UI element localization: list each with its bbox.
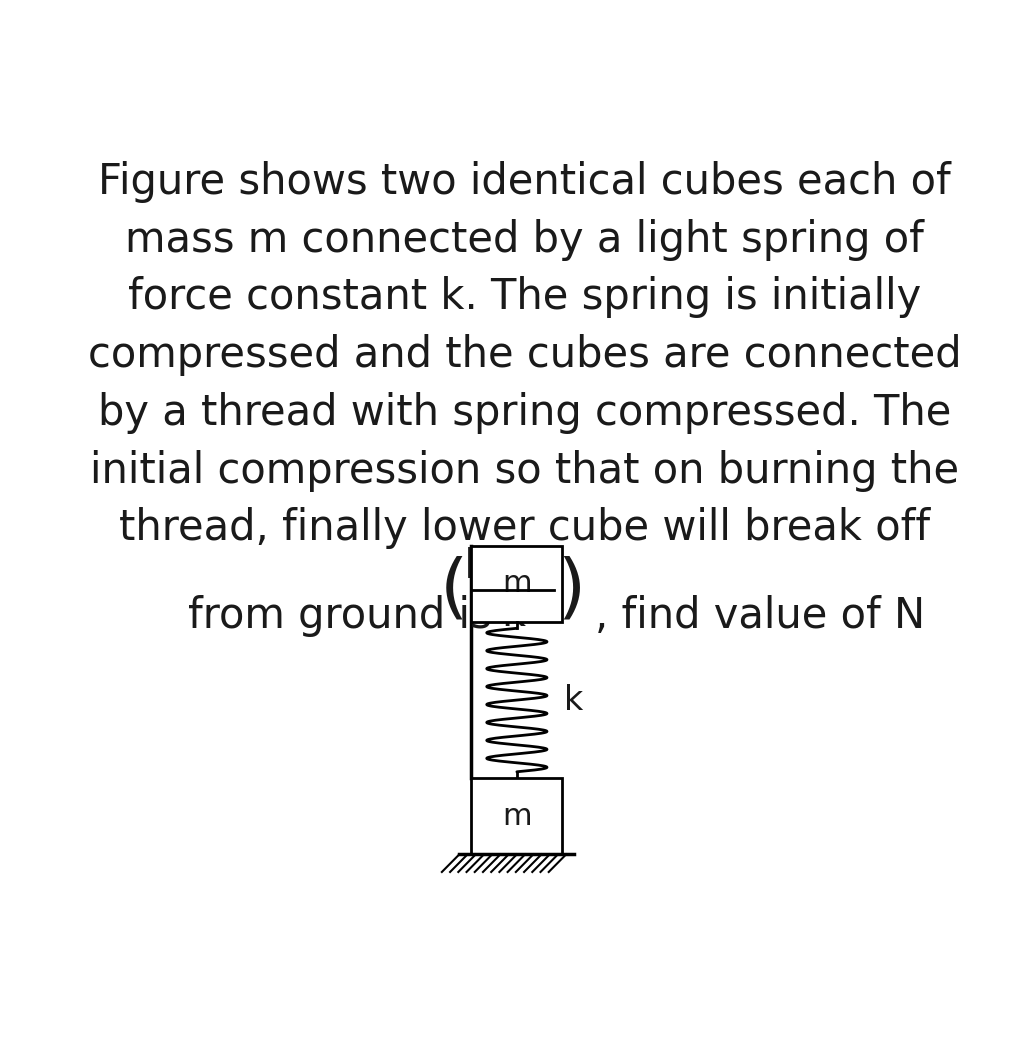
- Text: from ground is: from ground is: [187, 594, 492, 637]
- Bar: [471, 779, 562, 855]
- Text: initial compression so that on burning the: initial compression so that on burning t…: [90, 450, 959, 491]
- Text: , find value of N: , find value of N: [595, 594, 926, 637]
- Text: Figure shows two identical cubes each of: Figure shows two identical cubes each of: [98, 161, 951, 203]
- Text: thread, finally lower cube will break off: thread, finally lower cube will break of…: [119, 507, 931, 550]
- Bar: [471, 545, 562, 621]
- Text: m: m: [502, 569, 531, 599]
- Text: by a thread with spring compressed. The: by a thread with spring compressed. The: [98, 391, 951, 434]
- Text: k: k: [564, 684, 584, 716]
- Text: ): ): [557, 555, 586, 625]
- Text: compressed and the cubes are connected: compressed and the cubes are connected: [88, 334, 962, 376]
- Text: Nmg: Nmg: [464, 544, 562, 587]
- Text: m: m: [502, 802, 531, 831]
- Text: k: k: [501, 593, 525, 635]
- Text: mass m connected by a light spring of: mass m connected by a light spring of: [125, 219, 925, 260]
- Text: (: (: [440, 555, 468, 625]
- Text: force constant k. The spring is initially: force constant k. The spring is initiall…: [128, 277, 922, 319]
